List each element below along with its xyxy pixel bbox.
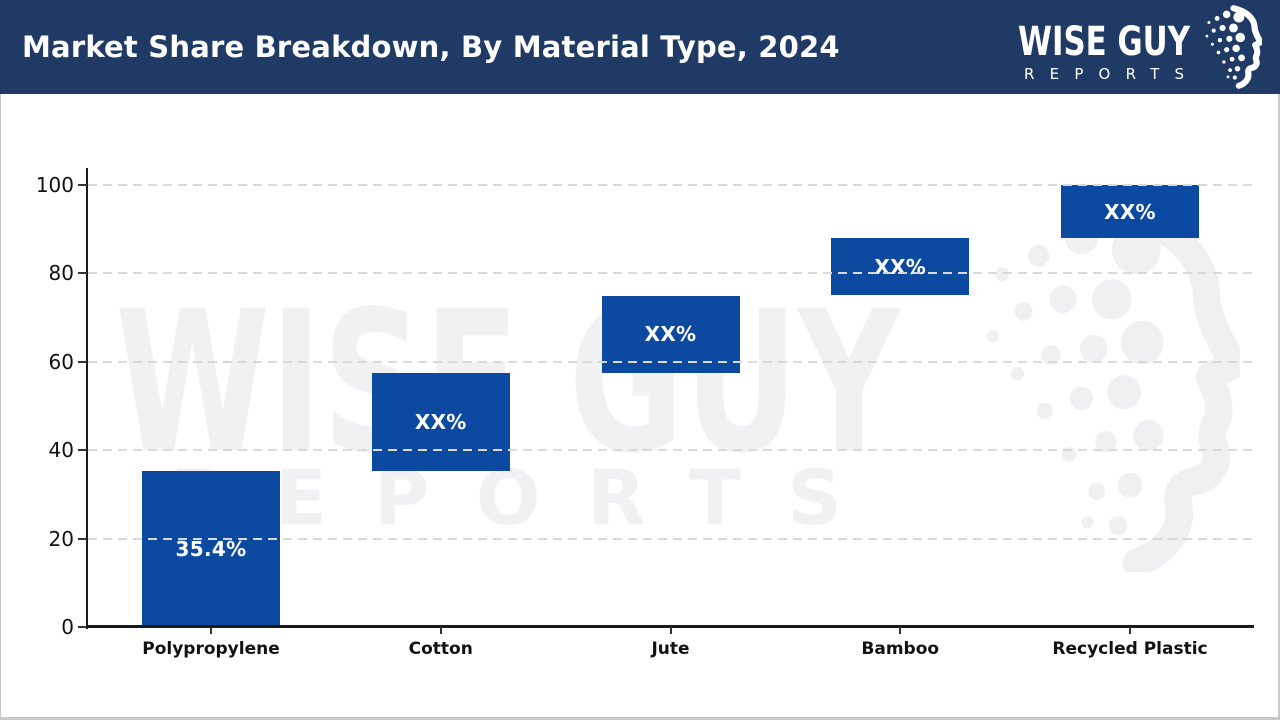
gridline (88, 537, 1254, 540)
y-tick-mark (78, 360, 87, 363)
x-axis-label: Jute (651, 639, 690, 659)
y-tick-mark (78, 626, 87, 628)
y-tick-label: 80 (48, 261, 74, 286)
image-border-left (0, 94, 1, 720)
watermark-face-icon (987, 209, 1234, 562)
y-tick-mark (78, 449, 87, 452)
x-axis-line (86, 625, 1254, 628)
bar-value-label: 35.4% (175, 536, 247, 561)
logo-sub-wordmark: REPORTS (1024, 65, 1184, 83)
y-tick-mark (78, 184, 87, 186)
bar-bamboo: XX% (831, 238, 970, 296)
x-tick-mark (210, 627, 212, 634)
x-tick-mark (439, 627, 442, 634)
face-profile-icon (1206, 8, 1261, 86)
gridline (88, 272, 1254, 275)
x-axis-label: Recycled Plastic (1052, 639, 1208, 659)
chart-title: Market Share Breakdown, By Material Type… (22, 30, 840, 64)
y-tick-label: 100 (35, 173, 74, 197)
y-tick-label: 40 (48, 438, 74, 463)
y-tick-label: 0 (61, 615, 74, 639)
y-axis-line (86, 168, 88, 629)
image-border-bottom (0, 717, 1280, 720)
y-tick-mark (78, 272, 87, 275)
x-tick-mark (899, 627, 902, 634)
bar-jute: XX% (601, 295, 740, 373)
x-tick-mark (1129, 627, 1131, 634)
gridline (88, 184, 1254, 186)
gridline (88, 360, 1254, 363)
bar-polypropylene: 35.4% (142, 470, 280, 627)
bar-value-label: XX% (414, 409, 467, 434)
plot-area: WISE GUY REPORTS 02040608010035.4%Polypr… (0, 94, 1280, 720)
logo-wordmark: WISE GUY (1018, 19, 1191, 65)
x-axis-label: Bamboo (861, 639, 940, 659)
x-axis-label: Polypropylene (142, 639, 280, 659)
bar-value-label: XX% (1104, 199, 1156, 224)
x-tick-mark (669, 627, 672, 634)
y-tick-mark (78, 537, 87, 540)
bar-recycled-plastic: XX% (1061, 185, 1199, 239)
wise-guy-logo: WISE GUY REPORTS (1014, 3, 1266, 91)
y-tick-label: 60 (48, 349, 74, 374)
gridline (88, 449, 1254, 452)
y-tick-label: 20 (48, 526, 74, 551)
bar-value-label: XX% (644, 322, 697, 347)
image-border-right (1278, 94, 1280, 720)
x-axis-label: Cotton (408, 639, 473, 659)
header-bar: Market Share Breakdown, By Material Type… (0, 0, 1280, 94)
bar-value-label: XX% (874, 254, 927, 279)
bar-cotton: XX% (371, 372, 510, 471)
